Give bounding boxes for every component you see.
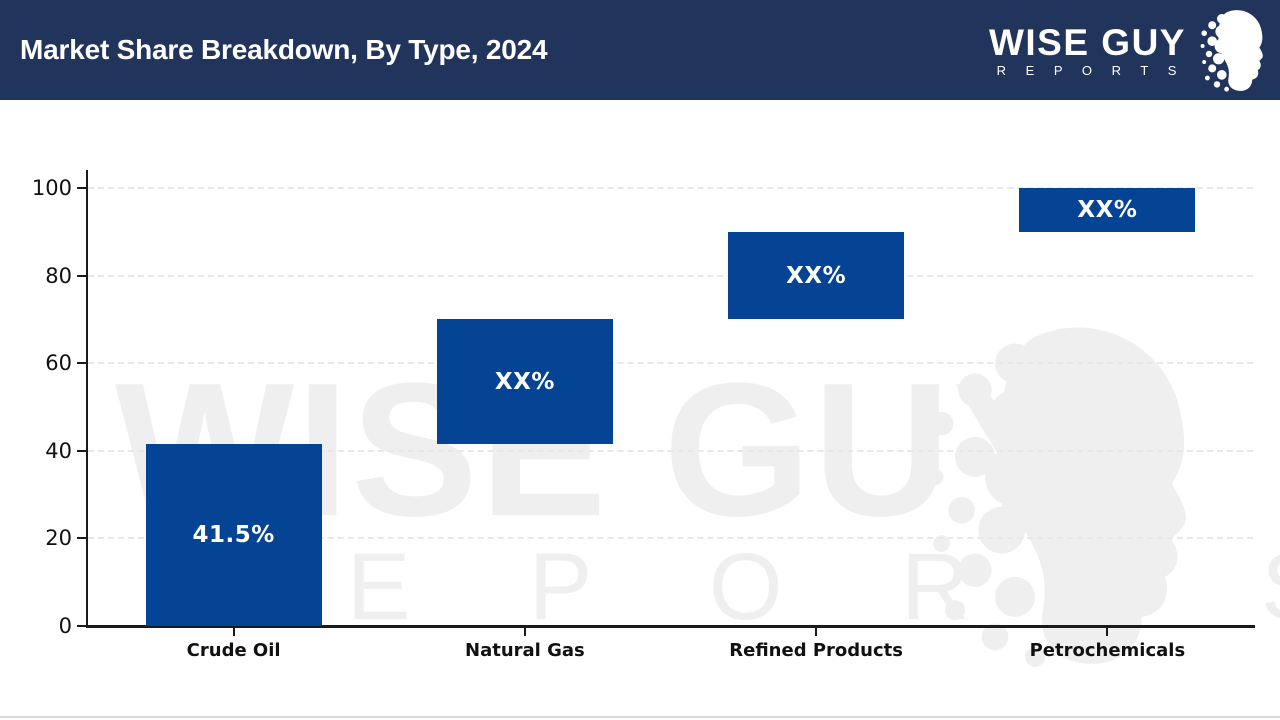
bar-value-label: XX% bbox=[494, 368, 555, 395]
x-tick-mark bbox=[815, 627, 818, 636]
gridline bbox=[88, 362, 1253, 365]
x-tick-label-refined-products: Refined Products bbox=[729, 640, 903, 661]
x-tick-mark bbox=[523, 627, 526, 636]
y-tick-mark bbox=[77, 187, 86, 189]
y-tick-mark bbox=[77, 625, 86, 627]
gridline bbox=[88, 274, 1253, 277]
y-axis-line bbox=[86, 170, 88, 628]
bar-petrochemicals: XX% bbox=[1019, 188, 1196, 232]
bottom-divider-line bbox=[0, 716, 1280, 718]
y-tick-label: 100 bbox=[31, 176, 72, 200]
x-axis-line bbox=[86, 625, 1255, 628]
logo-text: WISE GUY R E P O R T S bbox=[989, 24, 1186, 77]
x-tick-label-crude-oil: Crude Oil bbox=[186, 640, 281, 661]
y-tick-label: 20 bbox=[45, 526, 72, 551]
x-tick-label-natural-gas: Natural Gas bbox=[465, 640, 585, 661]
x-tick-mark bbox=[1106, 627, 1109, 636]
bar-refined-products: XX% bbox=[728, 231, 905, 320]
x-tick-mark bbox=[232, 627, 235, 636]
y-tick-label: 0 bbox=[58, 614, 72, 638]
y-tick-mark bbox=[77, 449, 86, 452]
logo-head-icon bbox=[1192, 6, 1266, 94]
bar-value-label: 41.5% bbox=[192, 522, 275, 549]
gridline bbox=[88, 537, 1253, 540]
gridline bbox=[88, 187, 1253, 189]
y-tick-mark bbox=[77, 362, 86, 365]
y-tick-mark bbox=[77, 537, 86, 540]
bar-value-label: XX% bbox=[786, 262, 847, 289]
wise-guy-logo: WISE GUY R E P O R T S bbox=[989, 0, 1266, 100]
header-bar: Market Share Breakdown, By Type, 2024 WI… bbox=[0, 0, 1280, 100]
gridline bbox=[88, 449, 1253, 452]
bar-value-label: XX% bbox=[1077, 196, 1138, 223]
chart-plot-area: 0 20 40 60 80 100 41.5% Crude Oil XX% Natural Gas… bbox=[32, 170, 1255, 661]
logo-subtitle: R E P O R T S bbox=[996, 62, 1185, 78]
y-tick-label: 40 bbox=[45, 438, 72, 463]
y-tick-label: 60 bbox=[45, 351, 72, 376]
y-tick-mark bbox=[77, 274, 86, 277]
bar-crude-oil: 41.5% bbox=[145, 444, 322, 626]
x-tick-label-petrochemicals: Petrochemicals bbox=[1029, 640, 1186, 661]
logo-wordmark: WISE GUY bbox=[988, 21, 1186, 63]
bar-natural-gas: XX% bbox=[436, 319, 613, 445]
page-title: Market Share Breakdown, By Type, 2024 bbox=[20, 34, 548, 65]
y-tick-label: 80 bbox=[45, 263, 72, 288]
